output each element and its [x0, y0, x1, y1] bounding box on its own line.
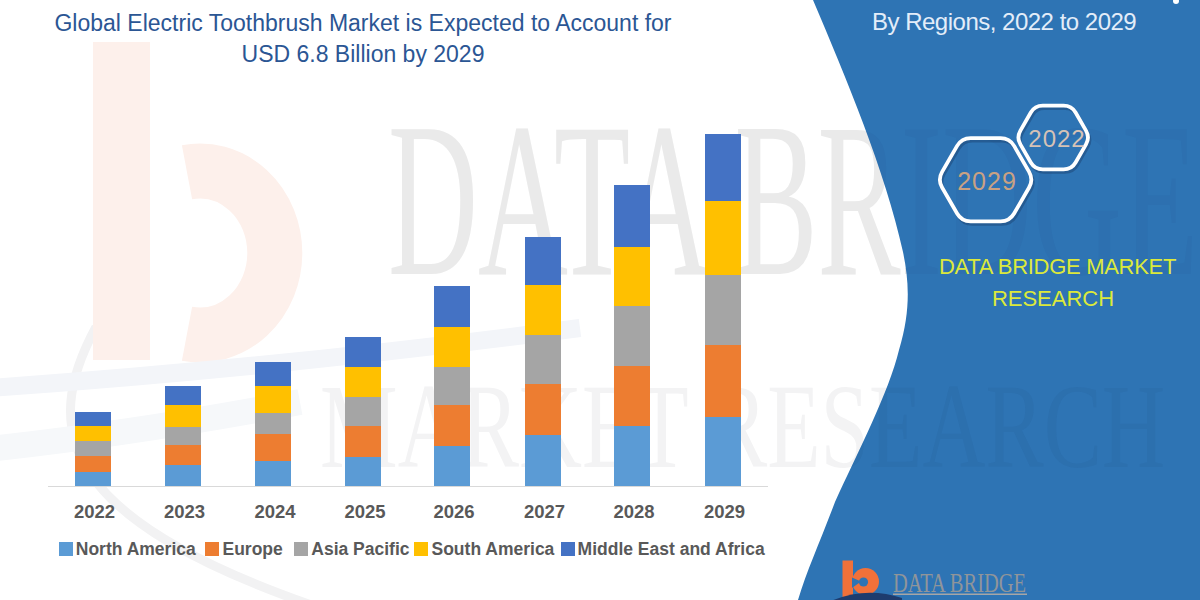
svg-text:DATA BRIDGE: DATA BRIDGE [893, 567, 1026, 598]
